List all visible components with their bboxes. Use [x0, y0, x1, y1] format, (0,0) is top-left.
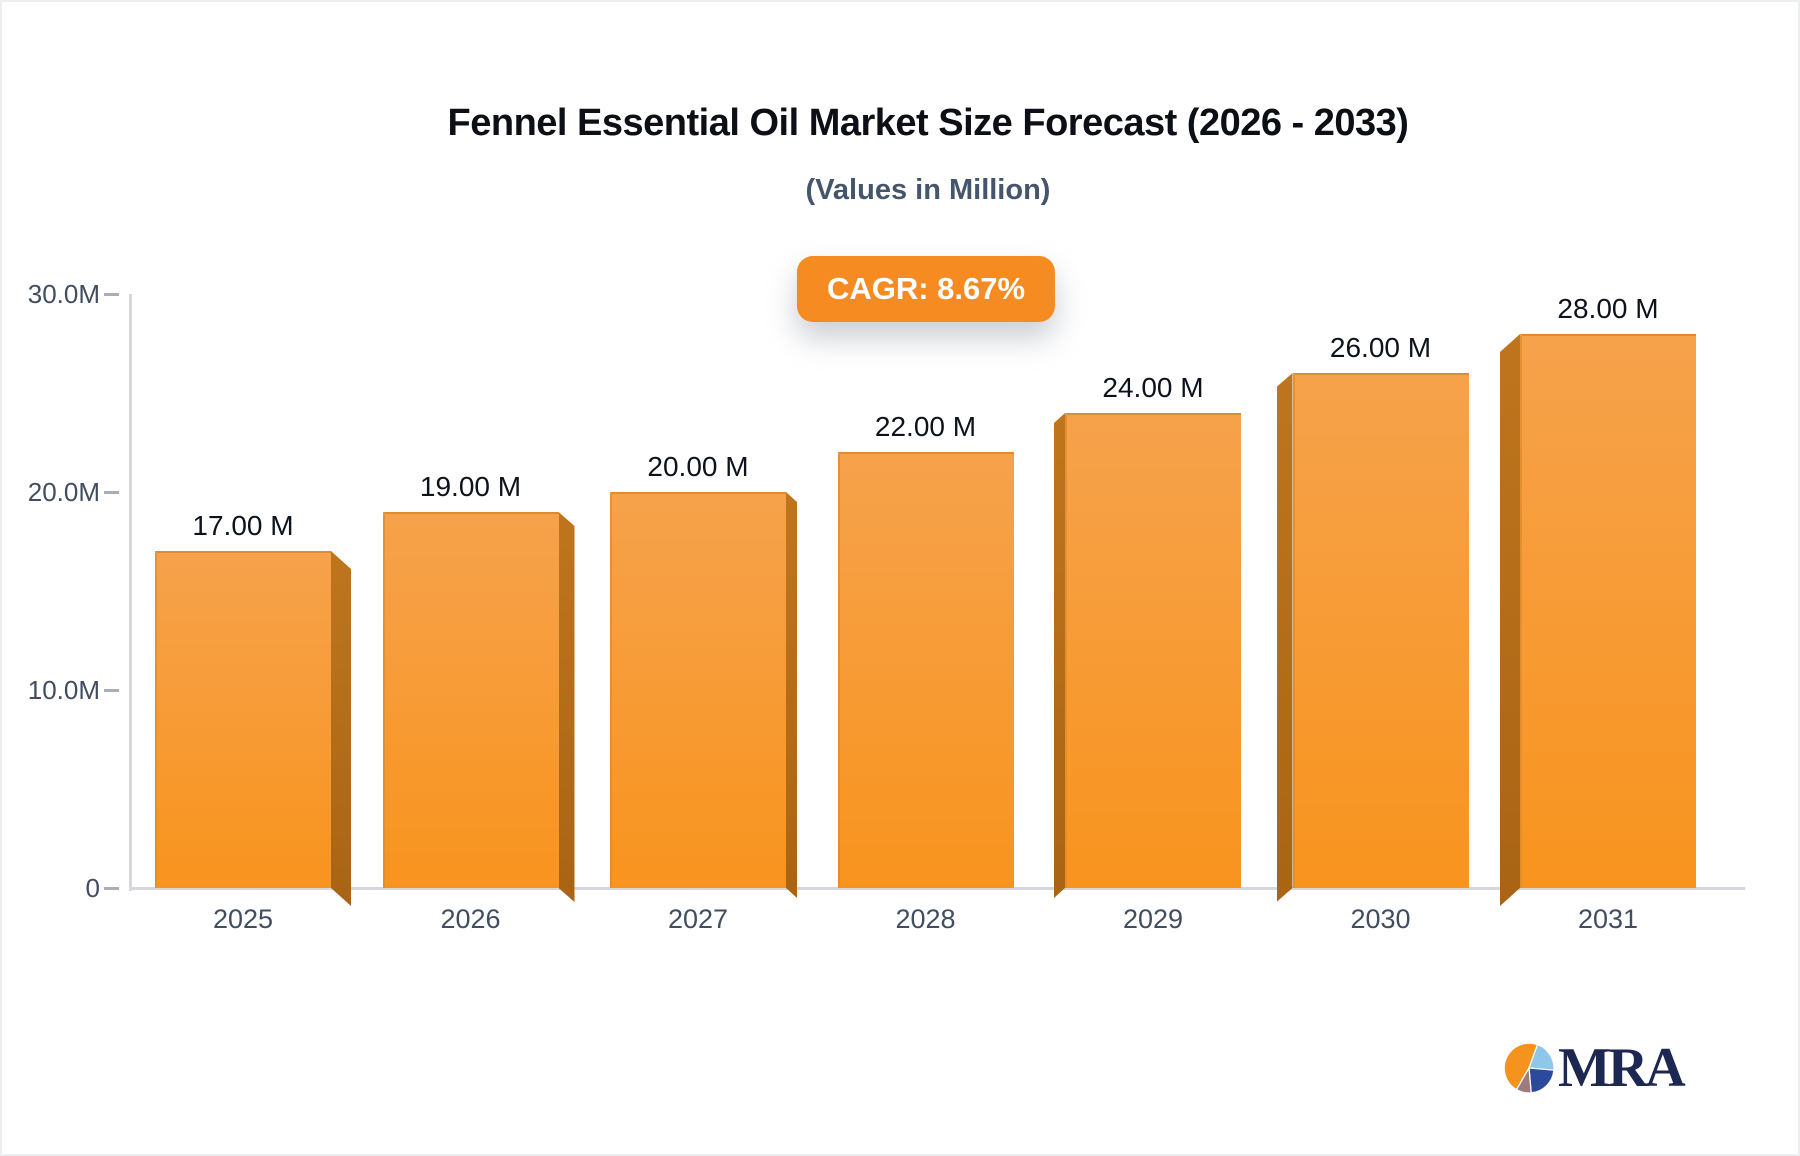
chart-subtitle: (Values in Million): [805, 174, 1051, 206]
logo-text: MRA: [1558, 1037, 1686, 1099]
bar-3d-side: [331, 551, 351, 906]
y-axis-tick-label: 30.0M: [27, 279, 100, 309]
x-axis-line: [129, 887, 1745, 890]
bar-value-label: 19.00 M: [419, 471, 522, 502]
bar-value-label: 22.00 M: [874, 411, 977, 442]
bar-value-label: 24.00 M: [1102, 372, 1204, 403]
bar-2030[interactable]: [1292, 373, 1469, 888]
x-axis-label-2025: 2025: [212, 904, 274, 934]
bar-3d-side: [1277, 373, 1293, 902]
logo-pie-icon: [1504, 1043, 1554, 1093]
mra-logo: MRA: [1504, 1037, 1686, 1099]
bar-value-label: 26.00 M: [1329, 332, 1432, 363]
bar-2026[interactable]: [382, 512, 559, 888]
bar-value-label: 20.00 M: [647, 451, 749, 482]
bar-2029[interactable]: [1065, 413, 1241, 888]
bar-value-label: 17.00 M: [192, 510, 294, 541]
y-axis-tick-label: 0: [85, 873, 100, 903]
bar-2025[interactable]: [155, 551, 331, 888]
bar-3d-side: [1054, 413, 1065, 898]
x-axis-label-2029: 2029: [1122, 904, 1184, 934]
y-axis-tick-label: 10.0M: [27, 675, 100, 705]
bar-2028[interactable]: [837, 452, 1014, 888]
bar-3d-side: [559, 512, 575, 902]
y-axis-tick-mark: [104, 491, 119, 494]
cagr-badge: CAGR: 8.67%: [796, 256, 1056, 322]
x-axis-label-2030: 2030: [1350, 904, 1411, 934]
bar-3d-side: [1500, 334, 1520, 906]
bar-value-label: 28.00 M: [1557, 293, 1659, 324]
bar-2027[interactable]: [610, 492, 786, 888]
bar-2031[interactable]: [1520, 334, 1696, 888]
x-axis-label-2026: 2026: [440, 904, 501, 934]
bar-3d-side: [786, 492, 797, 898]
y-axis-tick-mark: [104, 293, 119, 296]
chart-title: Fennel Essential Oil Market Size Forecas…: [447, 102, 1409, 144]
x-axis-label-2028: 2028: [895, 904, 956, 934]
y-axis-tick-label: 20.0M: [27, 477, 100, 507]
y-axis-line: [129, 294, 132, 891]
y-axis-tick-mark: [104, 689, 119, 692]
x-axis-label-2031: 2031: [1577, 904, 1639, 934]
x-axis-label-2027: 2027: [667, 904, 729, 934]
y-axis-tick-mark: [104, 887, 119, 890]
